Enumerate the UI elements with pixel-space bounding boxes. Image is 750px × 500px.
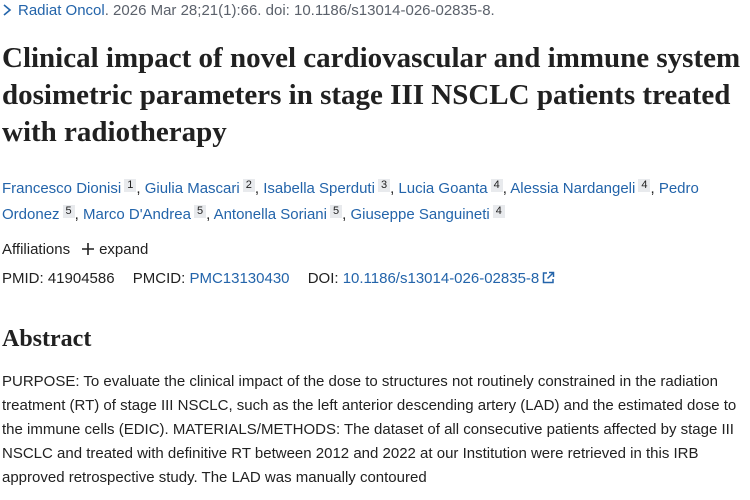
author-name[interactable]: Lucia Goanta <box>398 180 488 197</box>
pmid-label: PMID: <box>2 270 44 287</box>
affiliation-number[interactable]: 2 <box>242 179 255 192</box>
author-separator: , <box>254 180 260 197</box>
author-separator: , <box>74 206 79 223</box>
affiliation-number[interactable]: 4 <box>490 179 503 192</box>
abstract-heading: Abstract <box>2 326 92 352</box>
expand-button[interactable]: expand <box>82 241 148 258</box>
doi: 10.1186/s13014-026-02835-8 <box>342 270 540 287</box>
affiliation-number[interactable]: 4 <box>638 179 651 192</box>
citation-details: . 2026 Mar 28;21(1):66. doi: 10.1186/s13… <box>104 2 495 19</box>
affiliation-number[interactable]: 1 <box>124 179 137 192</box>
author-name[interactable]: Antonella Soriani <box>213 206 327 223</box>
author-separator: , <box>390 180 395 197</box>
affiliation-number[interactable]: 3 <box>377 179 391 192</box>
affiliation-number[interactable]: 5 <box>62 205 75 218</box>
author-separator: , <box>650 180 655 197</box>
expand-label[interactable]: expand <box>99 241 149 258</box>
affiliation-number[interactable]: 4 <box>492 205 505 218</box>
affiliations: Affiliations expand <box>2 241 148 258</box>
citation: Radiat Oncol. 2026 Mar 28;21(1):66. doi:… <box>2 2 495 19</box>
pmid: 41904586 <box>47 270 115 287</box>
doi-label: DOI: <box>307 270 339 287</box>
abstract-text: PURPOSE: To evaluate the clinical impact… <box>2 373 737 486</box>
pmcid-link[interactable]: PMC13130430 <box>189 270 290 287</box>
author-name[interactable]: Marco D'Andrea <box>83 206 191 223</box>
affiliations-label: Affiliations <box>2 241 71 258</box>
author-name[interactable]: Giuseppe Sanguineti <box>350 206 490 223</box>
author-separator: , <box>206 206 211 223</box>
author-name[interactable]: Isabella Sperduti <box>263 180 375 197</box>
doi-link[interactable]: 10.1186/s13014-026-02835-8 <box>343 270 556 287</box>
author-separator: , <box>502 180 507 197</box>
affiliation-number[interactable]: 5 <box>193 205 207 218</box>
author-name[interactable]: Giulia Mascari <box>144 180 240 197</box>
author-separator: , <box>136 180 141 197</box>
author-separator: , <box>342 206 347 223</box>
identifiers: PMID: 41904586 PMCID: PMC13130430 DOI: 1… <box>2 270 555 287</box>
plus-icon <box>82 243 95 255</box>
author-name[interactable]: Francesco Dionisi <box>2 180 122 197</box>
chevron-icon <box>3 4 12 16</box>
journal-link[interactable]: Radiat Oncol <box>18 2 105 19</box>
pmcid-label: PMCID: <box>132 270 186 287</box>
external-link-icon <box>543 271 555 284</box>
author-list: Francesco Dionisi 1, Giulia Mascari 2, Isa… <box>2 176 742 228</box>
affiliation-number[interactable]: 5 <box>330 205 343 218</box>
author-name[interactable]: Alessia Nardangeli <box>510 180 636 197</box>
author-name[interactable]: Pedro Ordonez <box>2 180 699 223</box>
article-title: Clinical impact of novel cardiovascular … <box>2 42 741 148</box>
